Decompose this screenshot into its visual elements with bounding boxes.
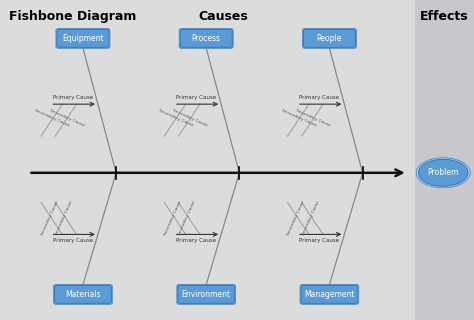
Text: Problem: Problem — [428, 168, 459, 177]
FancyBboxPatch shape — [415, 0, 474, 320]
Text: Causes: Causes — [198, 10, 247, 23]
Text: Primary Cause: Primary Cause — [299, 95, 339, 100]
FancyBboxPatch shape — [180, 29, 232, 47]
FancyBboxPatch shape — [179, 28, 233, 48]
Text: Secondary Cause: Secondary Cause — [301, 199, 320, 236]
Ellipse shape — [416, 158, 470, 188]
FancyBboxPatch shape — [177, 284, 236, 304]
Text: Secondary Cause: Secondary Cause — [287, 199, 306, 236]
FancyBboxPatch shape — [55, 285, 111, 303]
Text: Secondary Cause: Secondary Cause — [172, 109, 208, 128]
Text: People: People — [317, 34, 342, 43]
Text: Secondary Cause: Secondary Cause — [281, 109, 317, 128]
Text: Secondary Cause: Secondary Cause — [49, 109, 85, 128]
Text: Secondary Cause: Secondary Cause — [178, 199, 197, 236]
FancyBboxPatch shape — [178, 285, 235, 303]
FancyBboxPatch shape — [302, 28, 356, 48]
FancyBboxPatch shape — [300, 284, 359, 304]
Text: Primary Cause: Primary Cause — [299, 238, 339, 243]
Text: Primary Cause: Primary Cause — [53, 238, 93, 243]
Text: Fishbone Diagram: Fishbone Diagram — [9, 10, 137, 23]
Text: Secondary Cause: Secondary Cause — [158, 109, 194, 128]
Text: Secondary Cause: Secondary Cause — [55, 199, 73, 236]
Text: Secondary Cause: Secondary Cause — [164, 199, 182, 236]
Ellipse shape — [419, 159, 468, 186]
FancyBboxPatch shape — [57, 29, 109, 47]
Text: Process: Process — [191, 34, 221, 43]
FancyBboxPatch shape — [301, 285, 358, 303]
Text: Equipment: Equipment — [62, 34, 104, 43]
FancyBboxPatch shape — [54, 284, 112, 304]
Text: Primary Cause: Primary Cause — [176, 238, 216, 243]
FancyBboxPatch shape — [56, 28, 110, 48]
Text: Primary Cause: Primary Cause — [53, 95, 93, 100]
Text: Secondary Cause: Secondary Cause — [295, 109, 331, 128]
FancyBboxPatch shape — [303, 29, 356, 47]
Text: Secondary Cause: Secondary Cause — [35, 109, 71, 128]
Text: Secondary Cause: Secondary Cause — [40, 199, 59, 236]
Text: Materials: Materials — [65, 290, 101, 299]
Text: Primary Cause: Primary Cause — [176, 95, 216, 100]
Text: Environment: Environment — [182, 290, 231, 299]
Text: Effects: Effects — [420, 10, 468, 23]
Text: Management: Management — [304, 290, 355, 299]
